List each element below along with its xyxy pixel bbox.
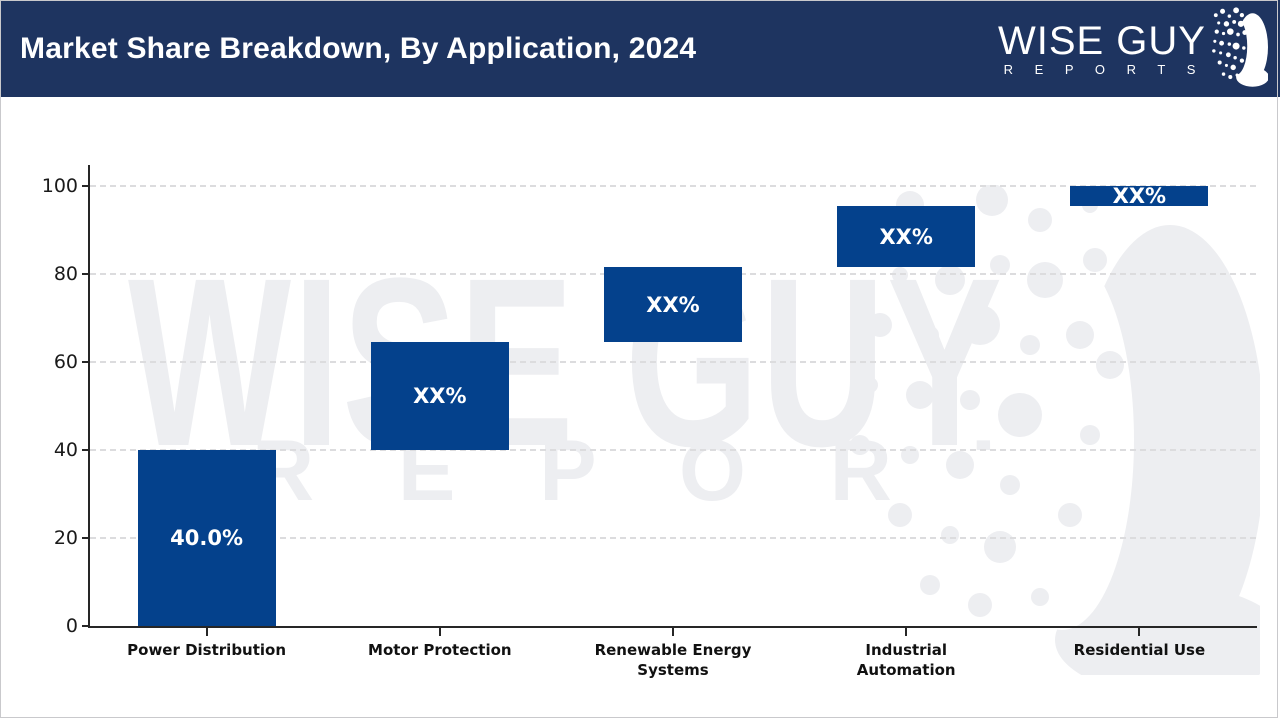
header-bar: Market Share Breakdown, By Application, … (0, 0, 1280, 97)
bar-motor-protection: XX% (370, 342, 509, 450)
y-tick-40 (82, 449, 90, 451)
bar-value-label: 40.0% (170, 526, 244, 550)
logo-face-icon (1212, 6, 1268, 87)
logo-text: WISE GUY R E P O R T S (998, 21, 1206, 77)
x-category-label: Industrial Automation (856, 641, 956, 679)
logo-wordmark: WISE GUY (997, 18, 1206, 63)
y-tick-20 (82, 537, 90, 539)
x-tick-2 (672, 628, 674, 636)
y-tick-label-100: 100 (41, 175, 78, 197)
x-axis-line (88, 626, 1257, 628)
x-tick-4 (1138, 628, 1141, 636)
x-tick-0 (205, 628, 208, 636)
bar-value-label: XX% (1112, 183, 1167, 208)
x-category-label: Residential Use (1073, 641, 1206, 659)
bar-residential-use: XX% (1070, 183, 1209, 208)
x-tick-3 (905, 628, 908, 636)
y-tick-0 (82, 625, 90, 627)
y-tick-80 (82, 273, 90, 275)
gridline-100 (90, 185, 1256, 187)
y-tick-label-60: 60 (53, 351, 78, 373)
x-category-label: Renewable Energy Systems (594, 641, 752, 679)
chart-title: Market Share Breakdown, By Application, … (20, 31, 697, 65)
gridline-40 (90, 449, 1256, 451)
x-category-label: Power Distribution (127, 641, 287, 659)
y-tick-label-80: 80 (53, 263, 78, 285)
bar-value-label: XX% (879, 224, 933, 249)
wiseguy-logo: WISE GUY R E P O R T S (998, 0, 1268, 97)
bar-value-label: XX% (646, 292, 700, 317)
logo-subtitle: R E P O R T S (1003, 61, 1205, 77)
bar-renewable-energy-systems: XX% (604, 267, 742, 343)
bar-power-distribution: 40.0% (137, 450, 276, 626)
y-axis-line (88, 165, 90, 628)
y-tick-60 (82, 361, 90, 363)
bar-industrial-automation: XX% (837, 205, 976, 268)
y-tick-100 (82, 185, 90, 187)
x-category-label: Motor Protection (368, 641, 512, 659)
x-tick-1 (438, 628, 441, 636)
y-tick-label-40: 40 (53, 439, 78, 461)
y-tick-label-0: 0 (65, 615, 78, 637)
gridline-60 (90, 361, 1256, 363)
gridline-20 (90, 537, 1256, 539)
y-tick-label-20: 20 (53, 527, 78, 549)
bar-value-label: XX% (413, 384, 467, 409)
